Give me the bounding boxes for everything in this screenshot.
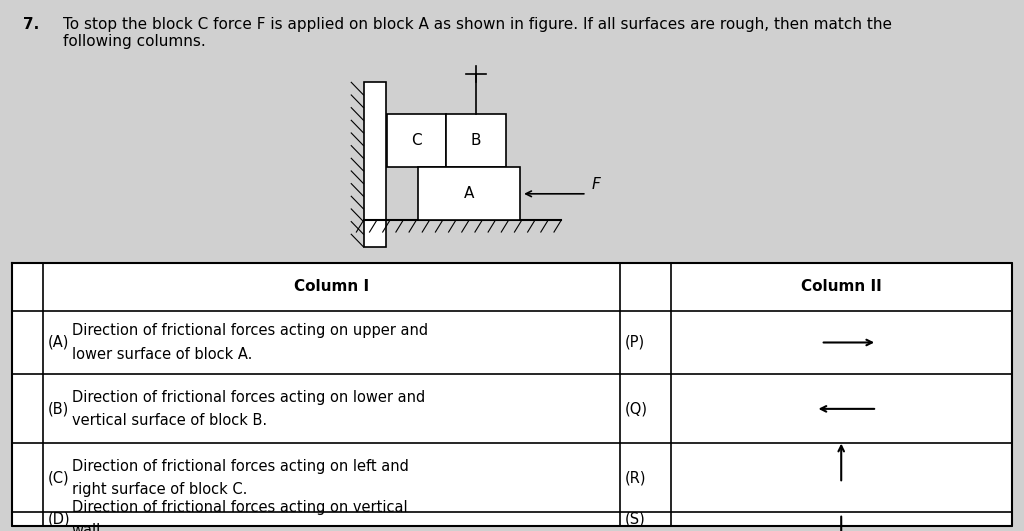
Text: (P): (P) [625, 335, 645, 350]
Text: Column II: Column II [801, 279, 882, 294]
Bar [418, 167, 520, 220]
Text: (C): (C) [48, 470, 70, 485]
Text: 7.: 7. [23, 17, 39, 32]
Bar [446, 114, 506, 167]
Text: Direction of frictional forces acting on lower and: Direction of frictional forces acting on… [72, 390, 425, 405]
Text: (B): (B) [48, 401, 70, 416]
Text: C: C [412, 133, 422, 148]
Bar [12, 263, 1012, 526]
Bar [364, 82, 386, 247]
Text: To stop the block C force F is applied on block A as shown in figure. If all sur: To stop the block C force F is applied o… [63, 17, 893, 49]
Text: (D): (D) [48, 511, 71, 527]
Bar [387, 114, 446, 167]
Text: lower surface of block A.: lower surface of block A. [72, 347, 252, 362]
Text: wall.: wall. [72, 523, 105, 531]
Text: right surface of block C.: right surface of block C. [72, 482, 247, 497]
Text: (Q): (Q) [625, 401, 647, 416]
Text: A: A [464, 186, 474, 201]
Text: (A): (A) [48, 335, 70, 350]
Text: Direction of frictional forces acting on vertical: Direction of frictional forces acting on… [72, 500, 408, 515]
Text: vertical surface of block B.: vertical surface of block B. [72, 413, 267, 428]
Text: Direction of frictional forces acting on upper and: Direction of frictional forces acting on… [72, 323, 428, 338]
Text: Direction of frictional forces acting on left and: Direction of frictional forces acting on… [72, 459, 409, 474]
Text: (S): (S) [625, 511, 645, 527]
Text: F: F [592, 177, 601, 192]
Text: (R): (R) [625, 470, 646, 485]
Text: B: B [471, 133, 481, 148]
Text: Column I: Column I [294, 279, 369, 294]
